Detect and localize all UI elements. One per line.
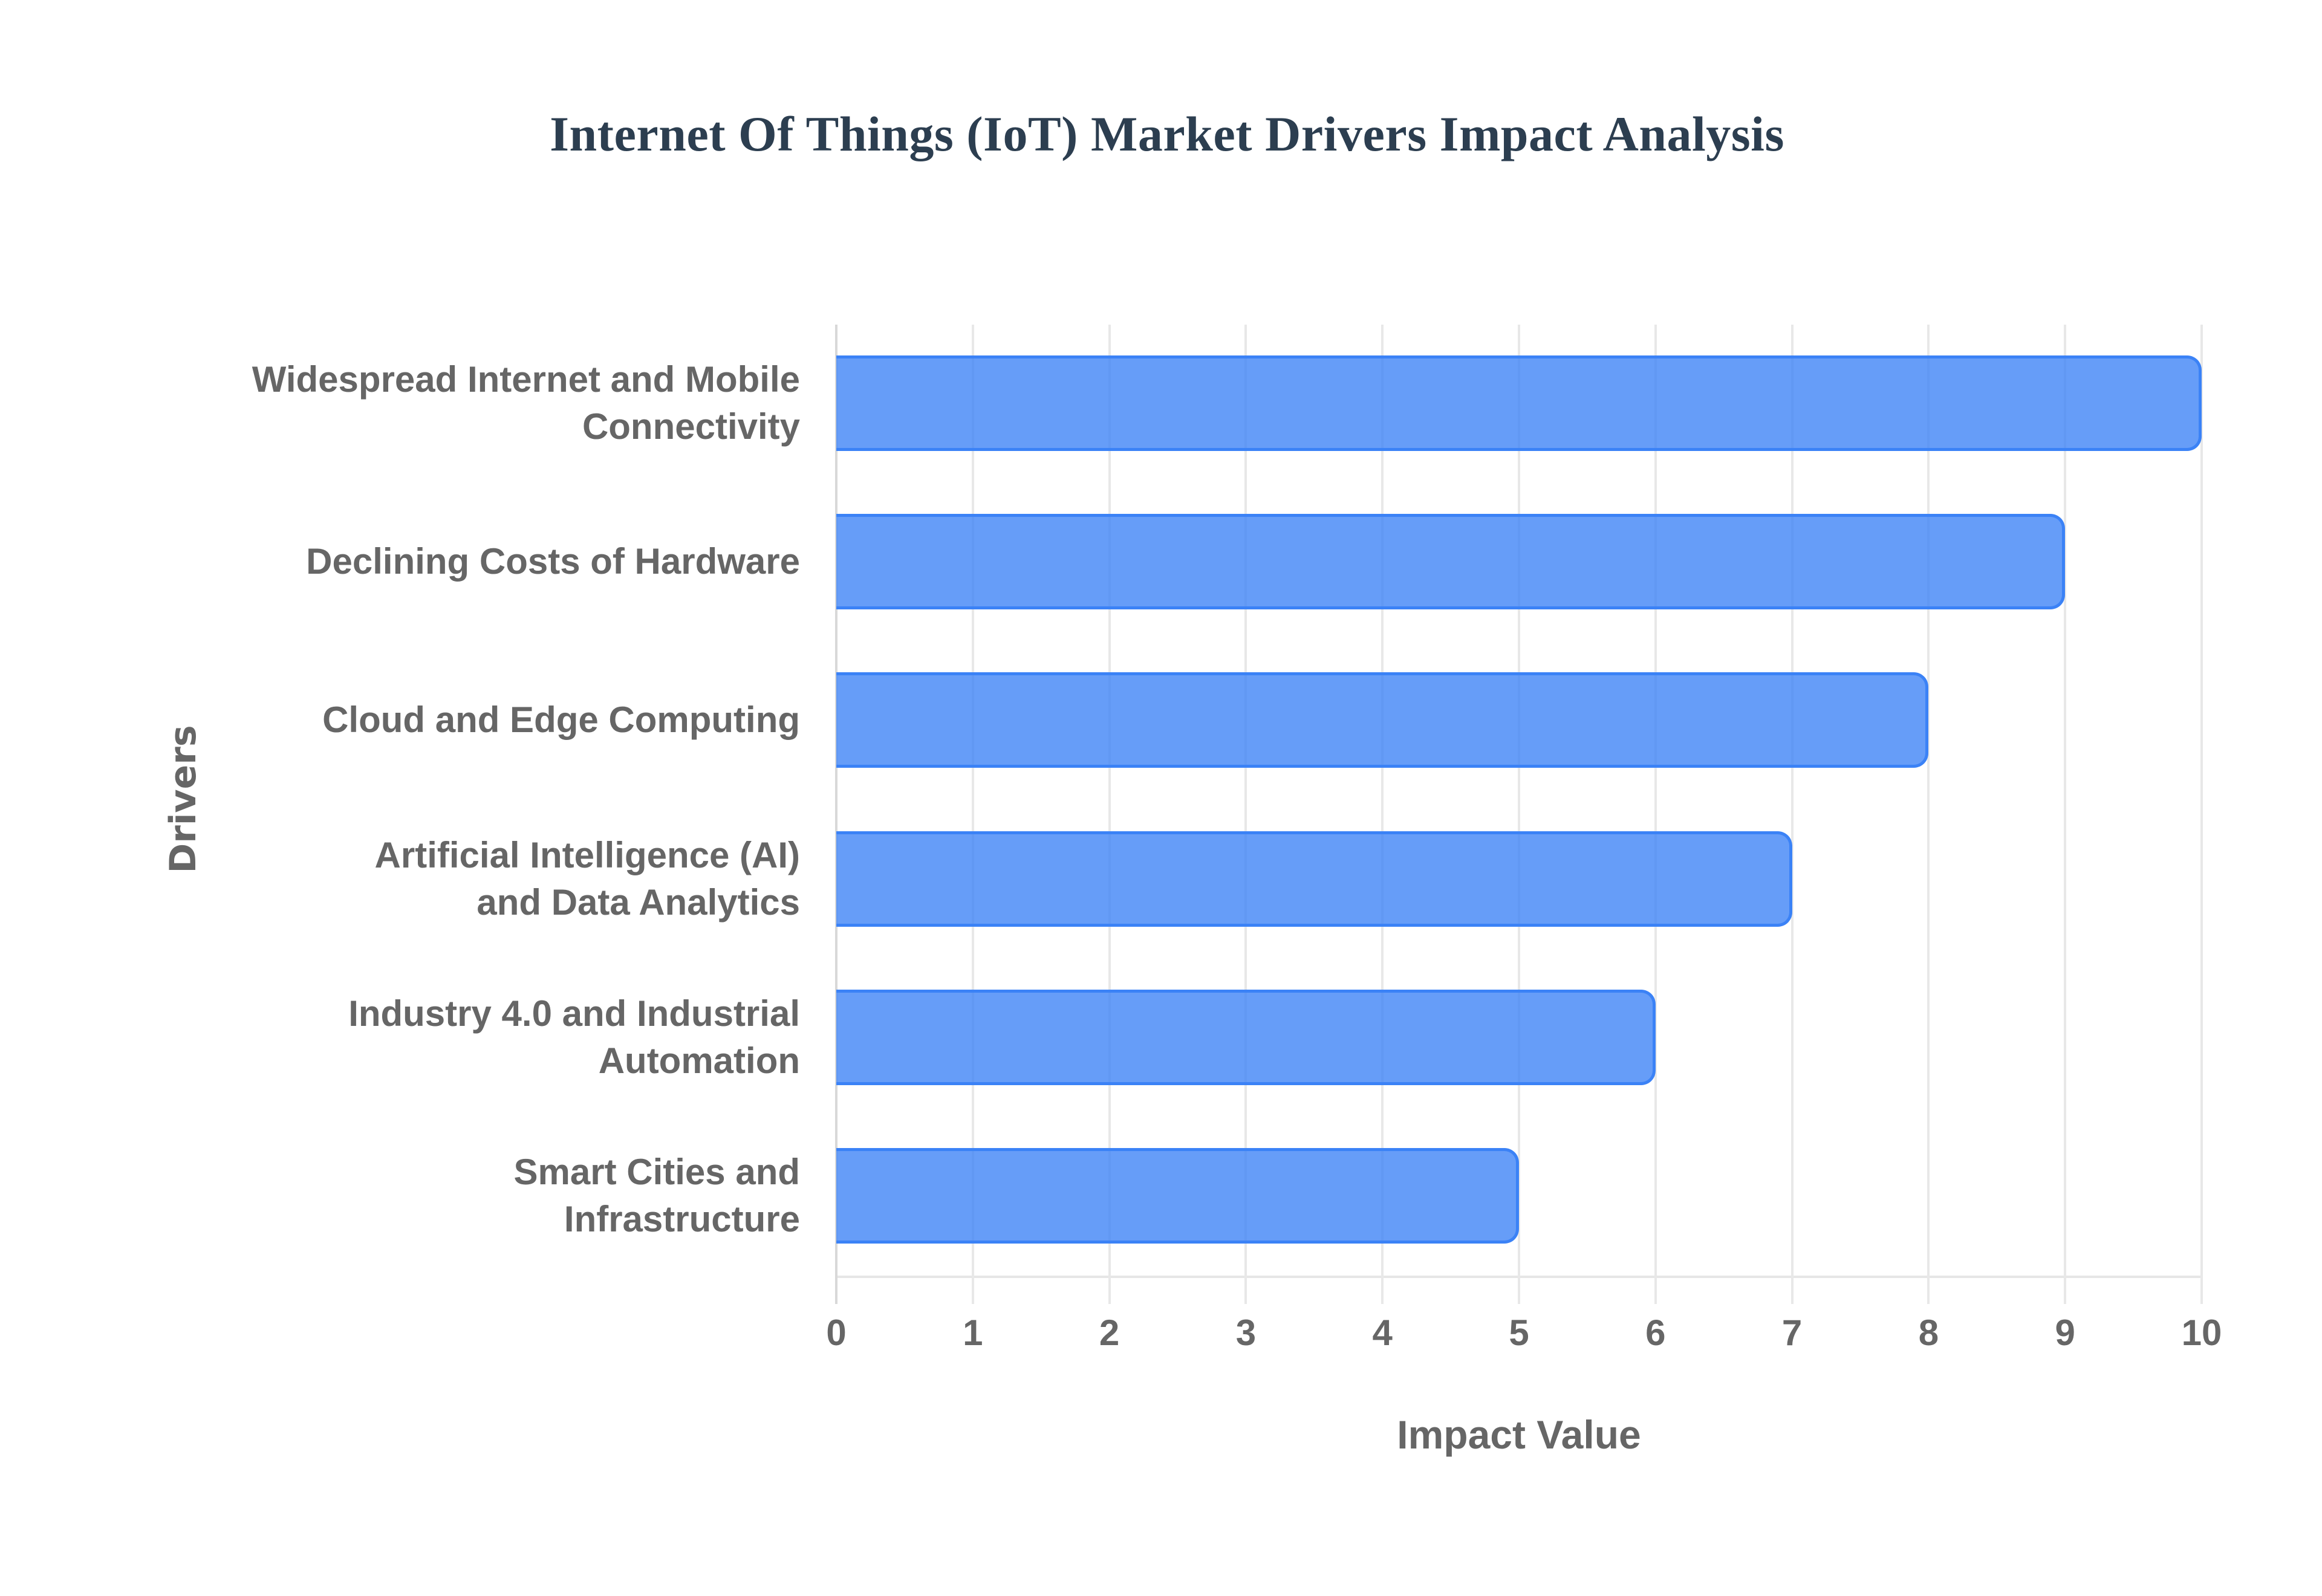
category-label: Declining Costs of Hardware (135, 538, 800, 585)
gridline (1790, 325, 1794, 1304)
bar[interactable] (836, 831, 1792, 927)
bar[interactable] (836, 1148, 1519, 1244)
x-tick-label: 6 (1645, 1312, 1666, 1353)
bar[interactable] (836, 514, 2066, 609)
gridline (2064, 325, 2067, 1304)
category-label-line: Industry 4.0 and Industrial (348, 993, 800, 1034)
gridline (1381, 325, 1384, 1304)
category-label: Smart Cities and Infrastructure (135, 1149, 800, 1243)
category-label-line: Smart Cities and (513, 1152, 800, 1192)
category-label-line: Connectivity (582, 406, 800, 447)
category-label: Cloud and Edge Computing (135, 696, 800, 744)
category-label: Industry 4.0 and Industrial Automation (135, 990, 800, 1085)
x-tick-label: 3 (1235, 1312, 1257, 1353)
y-axis-title: Drivers (162, 725, 204, 874)
gridline (1518, 325, 1520, 1304)
gridline (1927, 325, 1930, 1304)
x-tick-label: 10 (2181, 1312, 2222, 1353)
gridline (971, 325, 974, 1304)
gridline (2200, 325, 2203, 1304)
category-label: Widespread Internet and Mobile Connectivi… (135, 356, 800, 450)
category-label-line: Infrastructure (564, 1199, 800, 1239)
category-label: Artificial Intelligence (AI) and Data Ana… (135, 832, 800, 926)
gridline (1108, 325, 1111, 1304)
category-label-line: Automation (598, 1040, 800, 1081)
x-tick-label: 5 (1509, 1312, 1529, 1353)
chart-title: Internet Of Things (IoT) Market Drivers … (550, 106, 1784, 161)
x-tick-label: 0 (826, 1312, 847, 1353)
bar[interactable] (836, 355, 2202, 451)
category-label-line: Cloud and Edge Computing (322, 699, 800, 740)
x-tick-label: 9 (2055, 1312, 2075, 1353)
bar[interactable] (836, 990, 1656, 1085)
category-label-line: Declining Costs of Hardware (306, 541, 800, 582)
plot-area (835, 325, 2203, 1304)
x-tick-label: 2 (1099, 1312, 1120, 1353)
category-label-line: and Data Analytics (476, 882, 800, 923)
x-tick-label: 8 (1918, 1312, 1939, 1353)
gridline (835, 325, 837, 1304)
gridline (1244, 325, 1247, 1304)
category-label-line: Artificial Intelligence (AI) (374, 835, 800, 875)
gridline (1654, 325, 1657, 1304)
category-label-line: Widespread Internet and Mobile (252, 359, 800, 400)
x-tick-label: 4 (1372, 1312, 1393, 1353)
bar[interactable] (836, 672, 1929, 768)
x-tick-label: 1 (963, 1312, 983, 1353)
x-tick-label: 7 (1781, 1312, 1803, 1353)
x-axis-title: Impact Value (1397, 1412, 1641, 1457)
